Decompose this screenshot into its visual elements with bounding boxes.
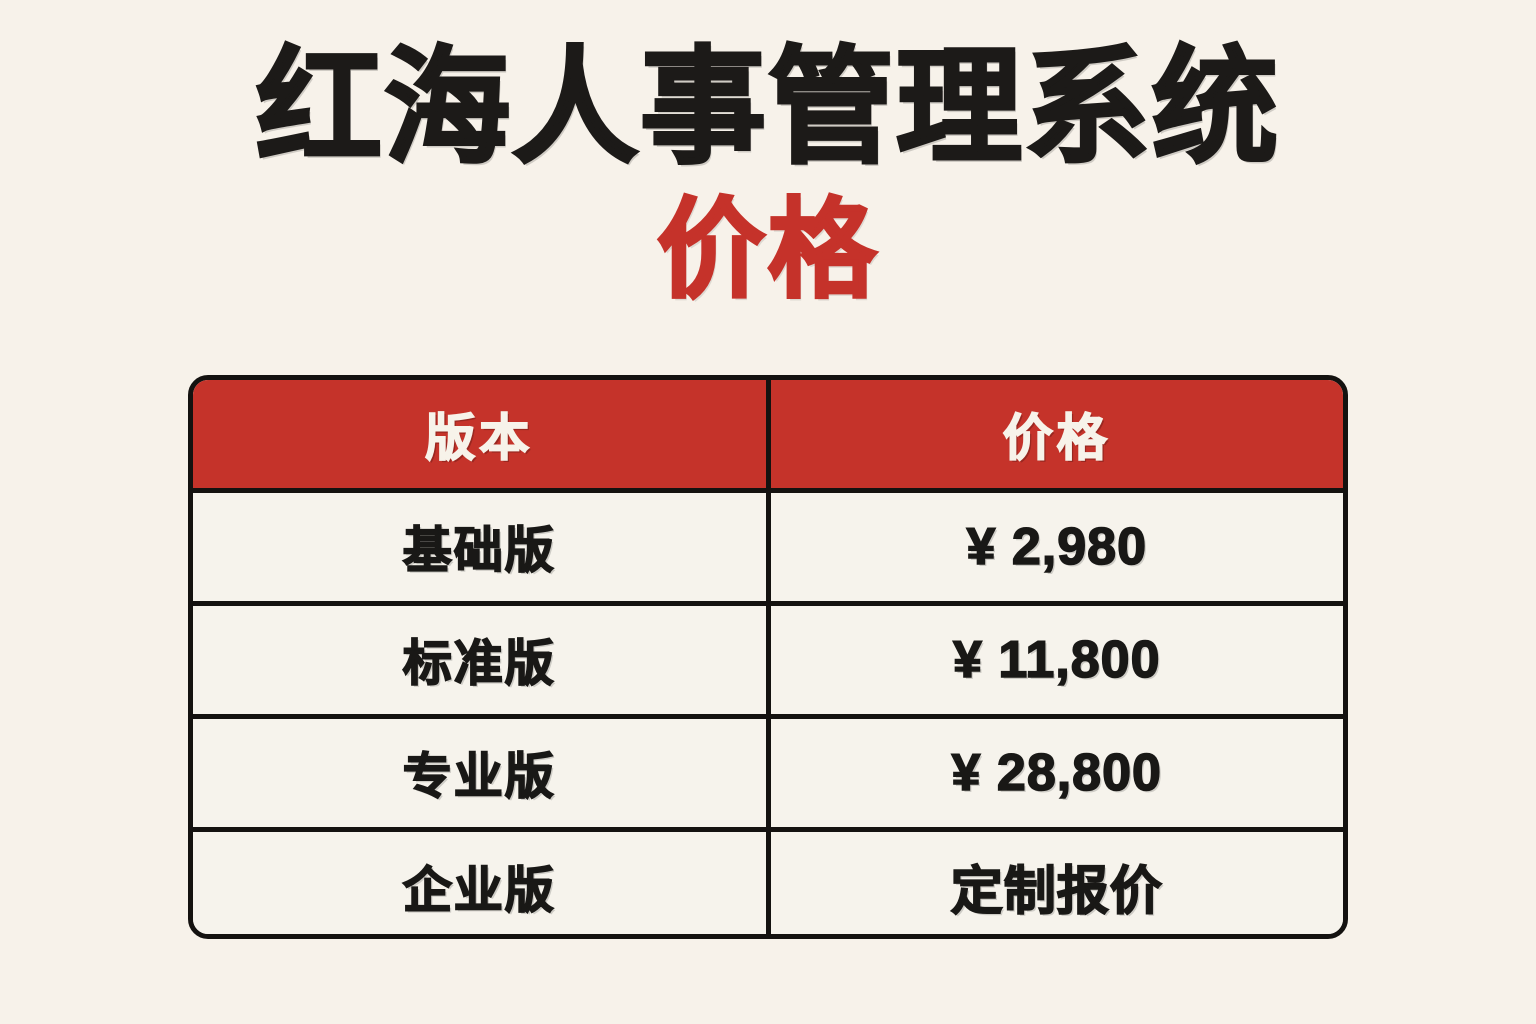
cell-version-professional: 专业版 (193, 716, 771, 832)
page-subtitle: 价格 (655, 187, 879, 311)
pricing-table-head: 版本 价格 (193, 380, 1343, 493)
pricing-table-body: 基础版 ¥ 2,980 标准版 ¥ 11,800 专业版 ¥ 28,800 企业… (193, 490, 1343, 934)
table-row: 专业版 ¥ 28,800 (193, 716, 1343, 832)
table-row: 基础版 ¥ 2,980 (193, 490, 1343, 606)
cell-version-enterprise: 企业版 (193, 829, 771, 934)
table-row: 标准版 ¥ 11,800 (193, 603, 1343, 719)
pricing-table: 版本 价格 基础版 ¥ 2,980 标准版 ¥ 11,800 专业版 ¥ 28,… (193, 380, 1343, 934)
poster-heading: 红海人事管理系统 价格 (0, 34, 1536, 312)
column-header-price: 价格 (768, 380, 1343, 493)
cell-version-basic: 基础版 (193, 490, 771, 606)
pricing-table-container: 版本 价格 基础版 ¥ 2,980 标准版 ¥ 11,800 专业版 ¥ 28,… (188, 375, 1348, 939)
column-header-version: 版本 (193, 380, 771, 493)
cell-price-professional: ¥ 28,800 (768, 716, 1343, 832)
cell-price-standard: ¥ 11,800 (768, 603, 1343, 719)
table-row: 企业版 定制报价 (193, 829, 1343, 934)
cell-version-standard: 标准版 (193, 603, 771, 719)
table-header-row: 版本 价格 (193, 380, 1343, 493)
cell-price-enterprise: 定制报价 (768, 829, 1343, 934)
cell-price-basic: ¥ 2,980 (768, 490, 1343, 606)
page-title: 红海人事管理系统 (255, 36, 1280, 180)
